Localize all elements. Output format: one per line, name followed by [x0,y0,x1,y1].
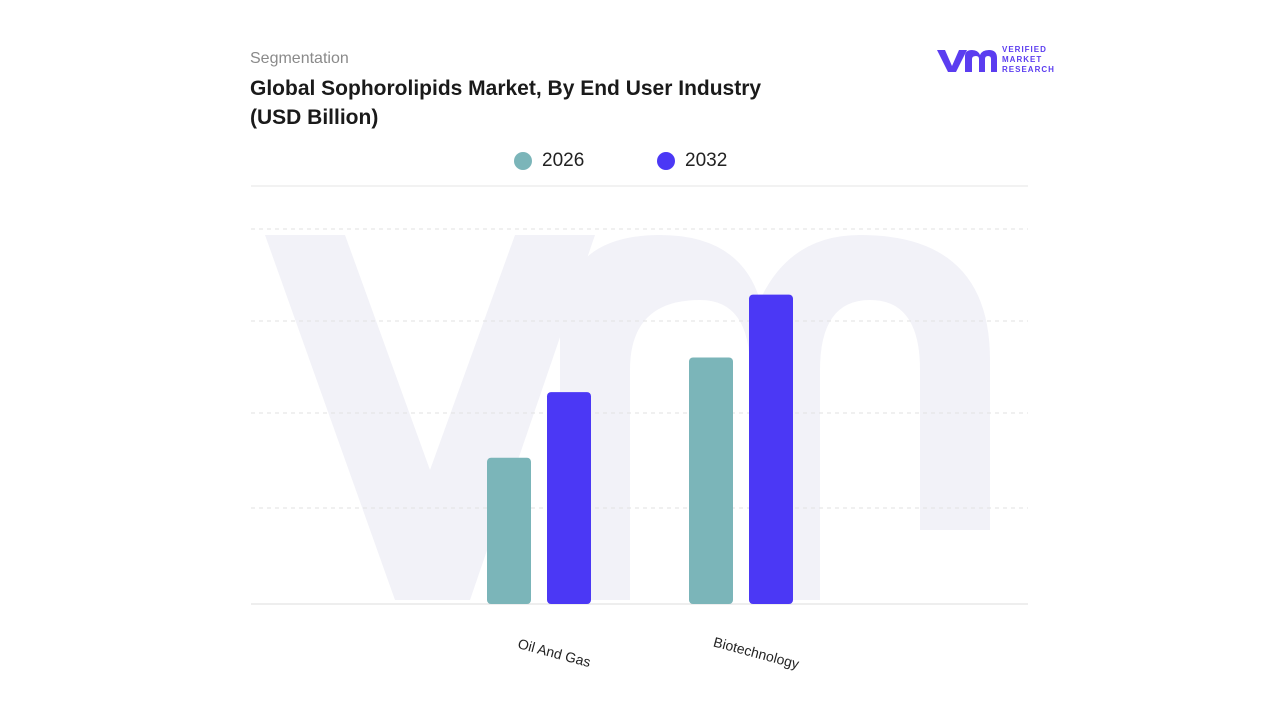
legend-swatch [514,152,532,170]
bar [487,457,531,604]
chart-title: Global Sophorolipids Market, By End User… [250,77,762,129]
watermark-v [265,235,595,600]
x-tick-label: Biotechnology [712,634,801,672]
watermark [265,235,990,600]
logo-m [965,50,997,72]
x-tick-label: Oil And Gas [516,635,592,670]
bar [547,392,591,604]
legend-label: 2032 [685,150,727,171]
bar [689,357,733,604]
logo-text: MARKET [1002,55,1042,64]
logo-text: RESEARCH [1002,65,1055,74]
logo: VERIFIED MARKET RESEARCH [937,45,1055,74]
bar [749,294,793,604]
legend-swatch [657,152,675,170]
grid [251,228,1028,509]
legend-label: 2026 [542,150,584,171]
logo-text: VERIFIED [1002,45,1047,54]
chart-subtitle: Segmentation [250,50,349,67]
logo-v [937,50,967,72]
